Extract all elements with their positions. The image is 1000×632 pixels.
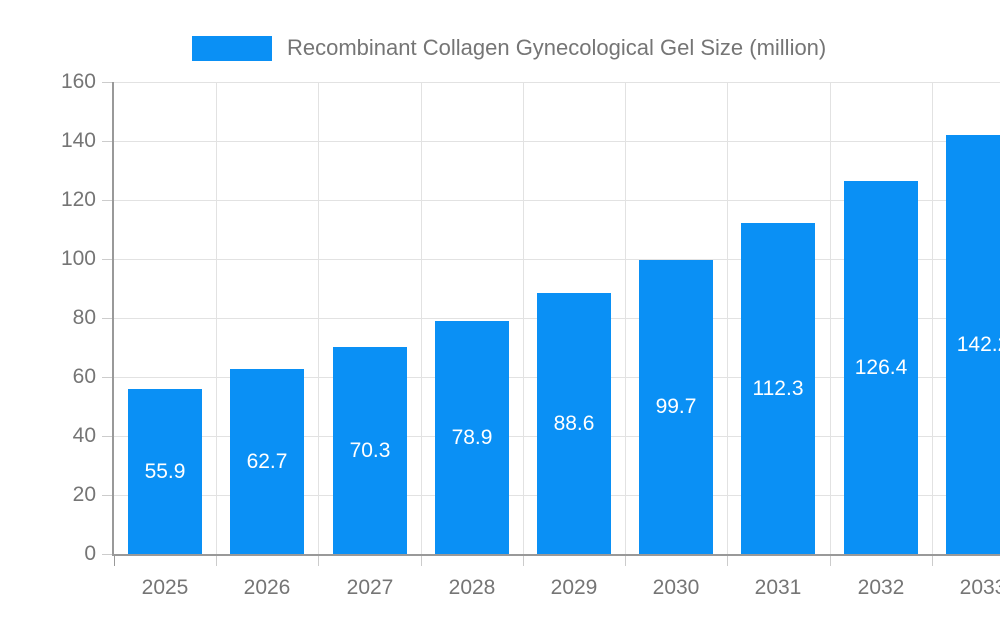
bar-2025[interactable]: 55.9 (128, 389, 202, 554)
bar-value-label: 88.6 (553, 411, 595, 435)
x-axis-label-2031: 2031 (754, 576, 802, 599)
x-axis-label-2028: 2028 (448, 576, 496, 599)
plot-area: 0 20 40 60 80 100 120 140 160 55.9 2025 62.7 2026 70.… (61, 70, 1000, 599)
bar-2026[interactable]: 62.7 (230, 369, 304, 554)
x-axis-tick (727, 556, 728, 566)
bar-value-label: 70.3 (349, 438, 391, 462)
y-axis-label: 160 (60, 70, 96, 93)
x-axis-label-2030: 2030 (652, 576, 700, 599)
gridline-horizontal (114, 82, 1000, 83)
bar-2028[interactable]: 78.9 (435, 321, 509, 554)
y-axis-label: 80 (72, 306, 96, 329)
gridline-vertical (625, 82, 626, 554)
x-axis-label-2025: 2025 (141, 576, 189, 599)
x-axis-tick (318, 556, 319, 566)
y-axis-label: 100 (60, 247, 96, 270)
x-axis-label-2029: 2029 (550, 576, 598, 599)
bar-2031[interactable]: 112.3 (741, 223, 815, 554)
y-axis-label: 20 (72, 483, 96, 506)
x-axis-tick (932, 556, 933, 566)
y-axis-label: 40 (72, 424, 96, 447)
bar-value-label: 55.9 (144, 459, 186, 483)
gridline-horizontal (114, 259, 1000, 260)
gridline-horizontal (114, 200, 1000, 201)
bar-2033[interactable]: 142.2 (946, 135, 1000, 554)
bar-2030[interactable]: 99.7 (639, 260, 713, 554)
y-axis-label: 140 (60, 129, 96, 152)
y-axis-label: 0 (84, 542, 96, 565)
x-axis-tick (625, 556, 626, 566)
bar-chart: Recombinant Collagen Gynecological Gel S… (40, 16, 1000, 616)
y-axis-label: 120 (60, 188, 96, 211)
gridline-vertical (216, 82, 217, 554)
x-axis-tick (216, 556, 217, 566)
bar-2027[interactable]: 70.3 (333, 347, 407, 554)
y-axis-tick (102, 377, 112, 378)
bar-value-label: 112.3 (752, 376, 804, 400)
gridline-vertical (523, 82, 524, 554)
y-axis-tick (102, 141, 112, 142)
bar-2029[interactable]: 88.6 (537, 293, 611, 554)
gridline-vertical (318, 82, 319, 554)
y-axis-tick (102, 495, 112, 496)
y-axis-tick (102, 318, 112, 319)
bar-value-label: 78.9 (451, 425, 493, 449)
y-axis-tick (102, 259, 112, 260)
x-axis-label-2032: 2032 (857, 576, 905, 599)
y-axis-tick (102, 554, 112, 555)
gridline-horizontal (114, 141, 1000, 142)
bar-value-label: 142.2 (956, 332, 1000, 356)
x-axis-tick (830, 556, 831, 566)
x-axis-tick (114, 556, 115, 566)
x-axis-tick (421, 556, 422, 566)
legend-swatch (192, 35, 272, 61)
y-axis-label: 60 (72, 365, 96, 388)
y-axis-tick (102, 82, 112, 83)
y-axis-tick (102, 200, 112, 201)
bar-2032[interactable]: 126.4 (844, 181, 918, 554)
gridline-vertical (727, 82, 728, 554)
bar-value-label: 62.7 (246, 449, 288, 473)
bar-value-label: 99.7 (655, 395, 697, 418)
y-axis-tick (102, 436, 112, 437)
chart-title: Recombinant Collagen Gynecological Gel S… (287, 35, 827, 60)
chart-legend-item[interactable]: Recombinant Collagen Gynecological Gel S… (192, 35, 826, 61)
x-axis-tick (523, 556, 524, 566)
x-axis-label-2027: 2027 (346, 576, 394, 599)
gridline-vertical (421, 82, 422, 554)
x-axis-label-2026: 2026 (243, 576, 291, 599)
gridline-vertical (830, 82, 831, 554)
x-axis-label-2033: 2033 (959, 576, 1000, 599)
gridline-vertical (932, 82, 933, 554)
bar-value-label: 126.4 (854, 355, 908, 379)
